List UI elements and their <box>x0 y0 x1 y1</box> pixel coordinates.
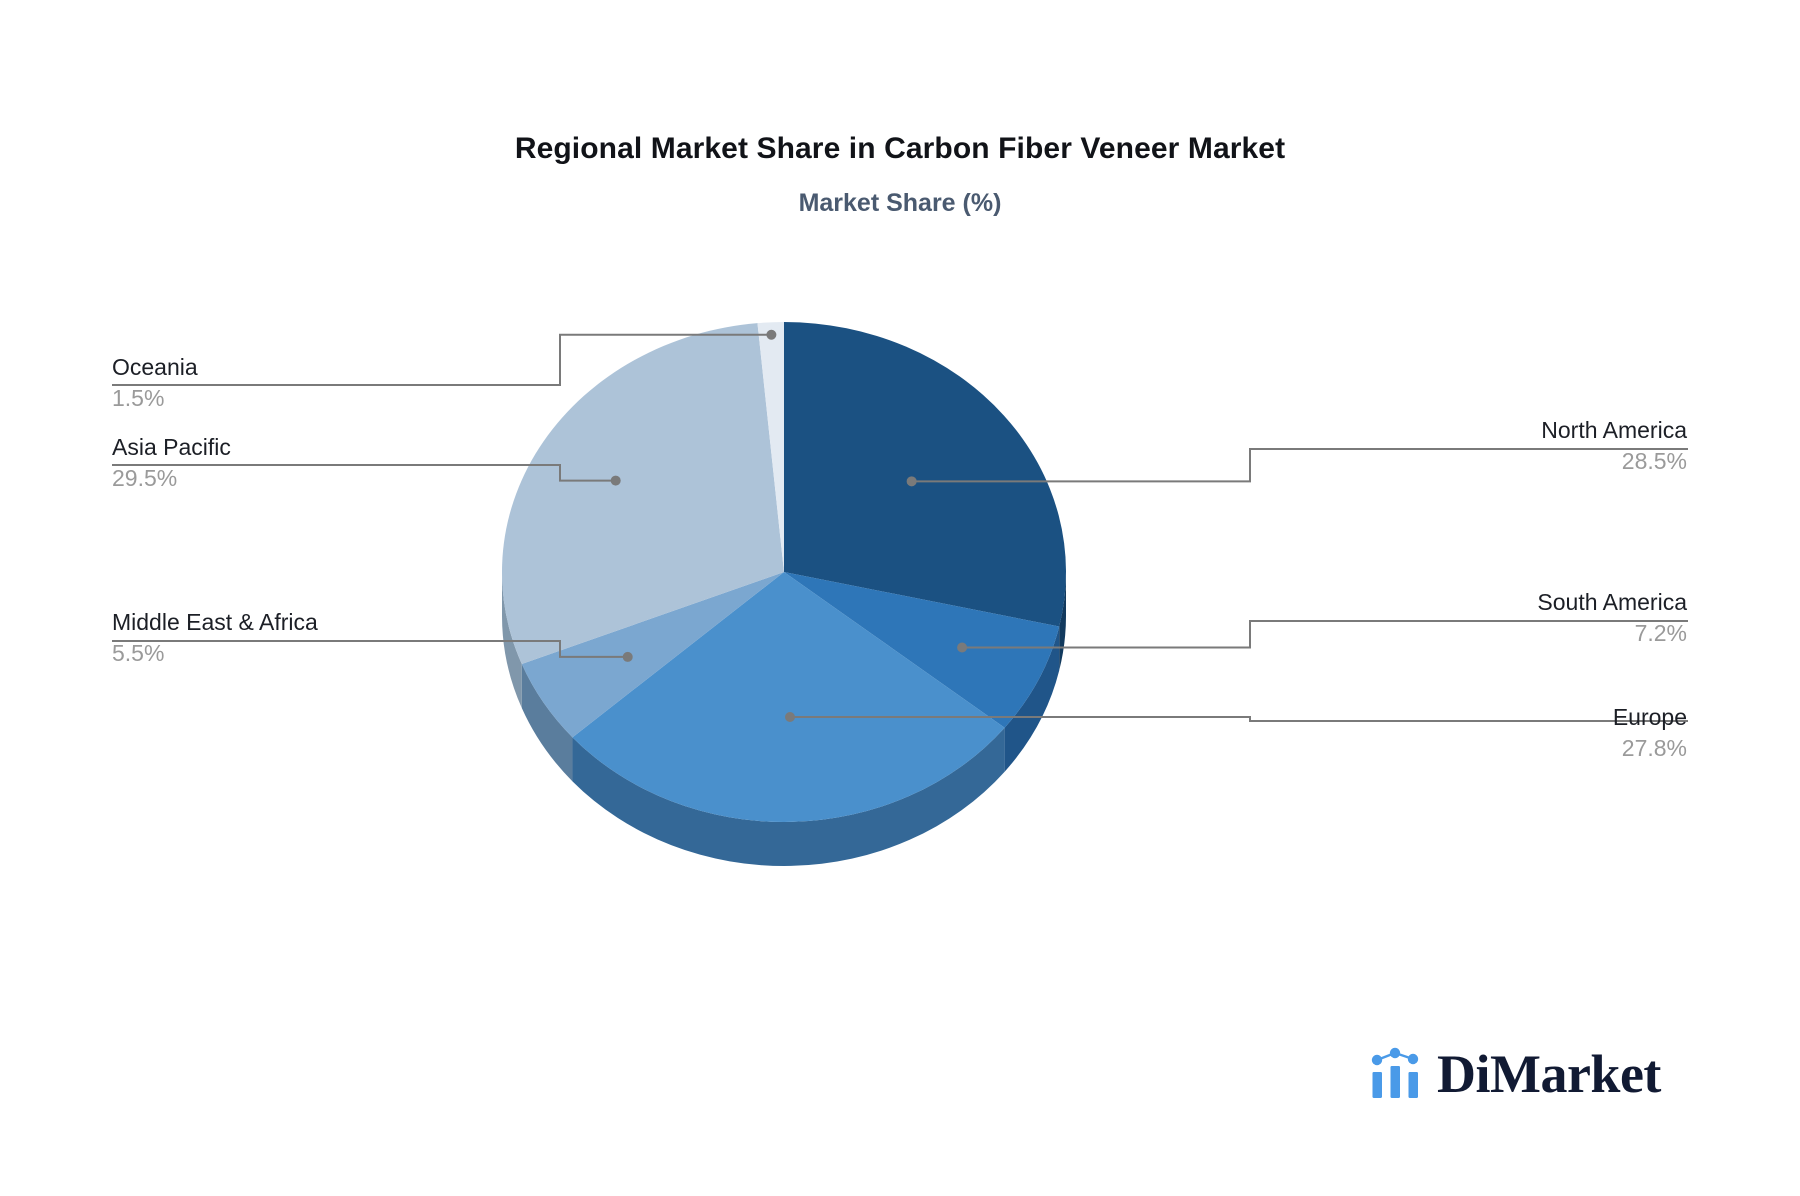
callout-oceania-value: 1.5% <box>112 385 165 411</box>
pie-slices <box>501 322 1066 823</box>
callout-south-america: South America 7.2% <box>1537 587 1687 649</box>
pie-slice-side <box>521 664 573 782</box>
chart-subtitle: Market Share (%) <box>798 189 1002 217</box>
callout-south-america-value: 7.2% <box>1634 620 1687 646</box>
callout-asia-pacific-name: Asia Pacific <box>112 434 231 460</box>
callout-middle-east-africa: Middle East & Africa 5.5% <box>112 607 318 669</box>
bar-chart-logo-icon <box>1371 1047 1419 1098</box>
pie-slice <box>501 323 784 665</box>
callout-middle-east-africa-value: 5.5% <box>112 640 165 666</box>
callout-north-america-value: 28.5% <box>1621 448 1687 474</box>
callout-north-america: North America 28.5% <box>1541 415 1687 477</box>
callout-south-america-name: South America <box>1537 589 1687 615</box>
leader-line <box>962 620 1688 649</box>
callout-north-america-name: North America <box>1541 417 1687 443</box>
callout-middle-east-africa-name: Middle East & Africa <box>112 609 318 635</box>
pie-slice <box>521 572 784 738</box>
callout-europe: Europe 27.8% <box>1613 702 1687 764</box>
brand-logo-text: DiMarket <box>1437 1044 1661 1104</box>
pie-slice <box>757 322 784 572</box>
pie-slice-side <box>1059 572 1066 671</box>
pie-slice <box>784 572 1060 728</box>
leader-line <box>790 716 1688 722</box>
callout-asia-pacific-value: 29.5% <box>112 465 178 491</box>
pie-slice <box>572 572 1005 823</box>
leader-lines <box>112 329 1688 722</box>
pie-slice-side <box>572 727 1005 867</box>
brand-logo: DiMarket <box>1368 1046 1661 1102</box>
callout-asia-pacific: Asia Pacific 29.5% <box>112 432 231 494</box>
callout-oceania-name: Oceania <box>112 354 198 380</box>
callout-oceania: Oceania 1.5% <box>112 352 198 414</box>
pie-slice <box>784 322 1066 627</box>
leader-line <box>112 464 616 482</box>
leader-line <box>112 640 628 658</box>
callout-europe-name: Europe <box>1612 704 1687 730</box>
leader-line <box>112 333 772 386</box>
pie-slice-side <box>1004 626 1060 772</box>
leader-line <box>911 448 1688 483</box>
chart-title: Regional Market Share in Carbon Fiber Ve… <box>514 132 1286 165</box>
callout-europe-value: 27.8% <box>1621 735 1687 761</box>
